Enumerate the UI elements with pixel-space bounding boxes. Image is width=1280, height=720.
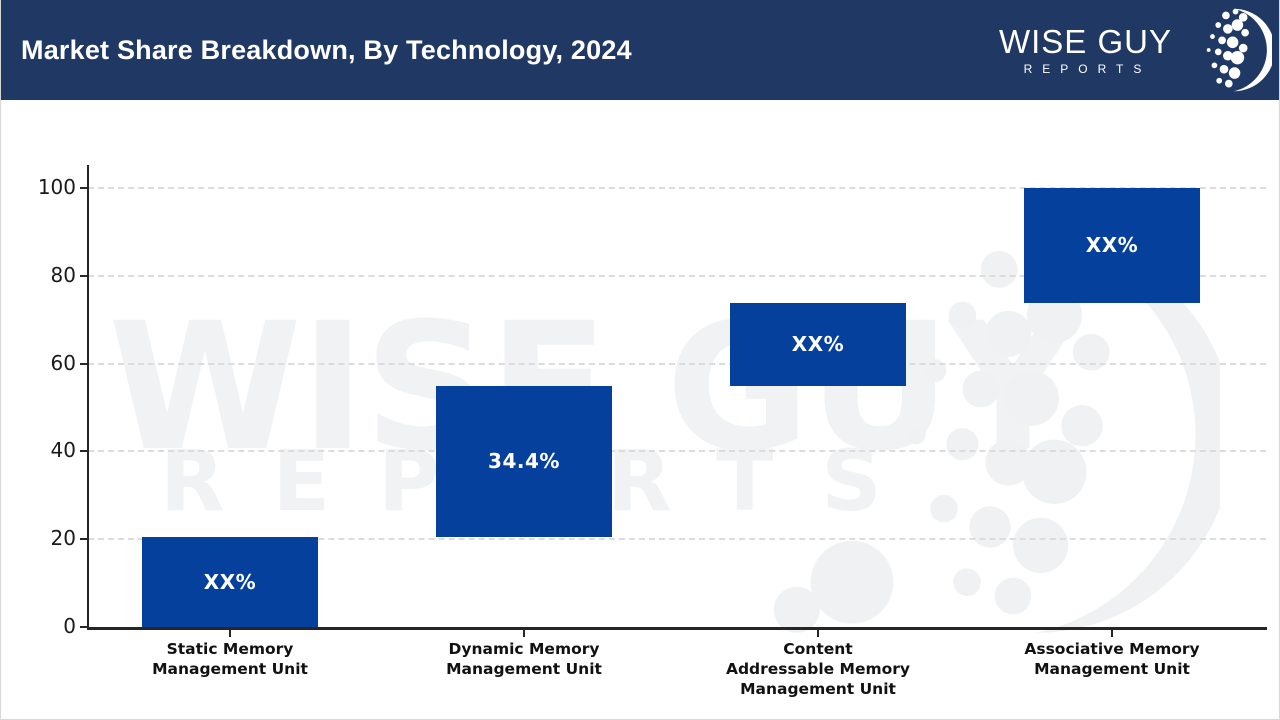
bar-segment[interactable]: XX% <box>142 536 318 627</box>
y-tick-label: 40 <box>50 438 76 463</box>
y-tick-label: 0 <box>63 614 76 638</box>
bar-value-label: 34.4% <box>488 449 560 474</box>
brand-head-icon <box>1206 8 1272 92</box>
header-bar: Market Share Breakdown, By Technology, 2… <box>0 0 1280 100</box>
gridline <box>88 362 1266 365</box>
y-tick-mark <box>80 187 88 189</box>
bar-value-label: XX% <box>1085 233 1139 258</box>
bar-segment[interactable]: XX% <box>1024 188 1200 303</box>
bar-segment[interactable]: XX% <box>730 302 906 386</box>
x-category-label: Associative Memory Management Unit <box>1024 640 1200 678</box>
bar-segment[interactable]: 34.4% <box>436 385 612 537</box>
x-axis-line <box>87 627 1267 630</box>
y-tick-mark <box>80 538 88 541</box>
x-tick-mark <box>229 630 231 637</box>
gridline <box>88 187 1266 189</box>
x-category-label: Static Memory Management Unit <box>152 640 308 678</box>
y-tick-mark <box>80 362 88 365</box>
gridline <box>88 274 1266 277</box>
chart-title: Market Share Breakdown, By Technology, 2… <box>21 34 632 65</box>
y-tick-label: 100 <box>37 175 76 199</box>
y-tick-label: 80 <box>50 262 76 287</box>
brand-name: WISE GUY <box>998 22 1172 60</box>
brand-tagline: REPORTS <box>1023 61 1152 76</box>
y-tick-mark <box>80 450 88 453</box>
x-tick-mark <box>523 630 525 637</box>
bar-value-label: XX% <box>791 332 845 357</box>
brand-logo: WISE GUY REPORTS <box>999 4 1272 96</box>
y-tick-mark <box>80 274 88 277</box>
gridline <box>88 450 1266 453</box>
x-category-label: Content Addressable Memory Management Un… <box>725 640 911 698</box>
x-tick-mark <box>1111 630 1113 637</box>
x-category-label: Dynamic Memory Management Unit <box>446 640 602 678</box>
brand-logo-text: WISE GUY REPORTS <box>998 22 1172 76</box>
y-axis-line <box>87 165 89 630</box>
y-tick-mark <box>80 626 88 628</box>
bar-value-label: XX% <box>203 569 257 594</box>
y-tick-label: 60 <box>50 350 76 375</box>
gridline <box>88 538 1266 541</box>
x-tick-mark <box>817 630 819 637</box>
y-tick-label: 20 <box>50 526 76 551</box>
